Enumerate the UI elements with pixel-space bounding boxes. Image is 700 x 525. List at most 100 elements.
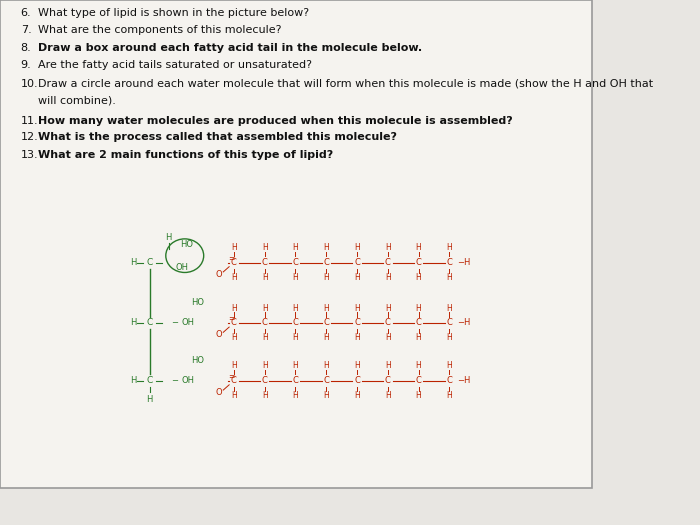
Text: H: H — [130, 376, 136, 385]
Text: H: H — [231, 303, 237, 313]
Text: C: C — [293, 258, 298, 267]
Text: H: H — [323, 303, 329, 313]
Text: H: H — [293, 272, 298, 282]
Text: H: H — [231, 333, 237, 342]
Text: C: C — [293, 376, 298, 385]
Text: C: C — [147, 376, 153, 385]
Text: C: C — [293, 318, 298, 328]
Text: O: O — [216, 387, 223, 397]
Text: H: H — [130, 258, 136, 267]
Text: H: H — [231, 361, 237, 371]
Text: H: H — [262, 243, 267, 253]
Text: C: C — [323, 376, 329, 385]
Text: H: H — [262, 391, 267, 400]
Text: Draw a circle around each water molecule that will form when this molecule is ma: Draw a circle around each water molecule… — [38, 79, 654, 89]
Text: H: H — [166, 233, 172, 242]
Text: O: O — [216, 269, 223, 279]
Text: C: C — [323, 258, 329, 267]
Text: C: C — [147, 258, 153, 267]
Text: H: H — [354, 243, 360, 253]
Text: 8.: 8. — [21, 43, 32, 53]
Text: C: C — [447, 318, 452, 328]
Text: C: C — [385, 318, 391, 328]
Text: C: C — [416, 258, 421, 267]
Text: H: H — [354, 361, 360, 371]
Text: H: H — [354, 391, 360, 400]
Text: H: H — [447, 391, 452, 400]
Text: H: H — [447, 333, 452, 342]
Text: C: C — [231, 258, 237, 267]
Text: OH: OH — [176, 263, 189, 272]
Text: H: H — [293, 303, 298, 313]
Text: H: H — [231, 391, 237, 400]
Text: 13.: 13. — [21, 150, 38, 160]
Text: H: H — [416, 361, 421, 371]
Text: H: H — [323, 272, 329, 282]
Text: H: H — [323, 243, 329, 253]
Text: H: H — [447, 303, 452, 313]
Text: C: C — [262, 258, 267, 267]
Text: C: C — [447, 258, 452, 267]
Text: C: C — [323, 318, 329, 328]
Text: −: − — [172, 318, 178, 328]
Text: H: H — [354, 272, 360, 282]
Text: HO: HO — [190, 356, 204, 365]
Text: H: H — [447, 361, 452, 371]
Text: HO: HO — [190, 298, 204, 308]
Text: What is the process called that assembled this molecule?: What is the process called that assemble… — [38, 132, 398, 142]
Text: HO: HO — [181, 239, 194, 249]
Text: 6.: 6. — [21, 8, 32, 18]
Text: H: H — [385, 333, 391, 342]
Text: =: = — [228, 314, 234, 323]
Text: H: H — [231, 243, 237, 253]
Text: 10.: 10. — [21, 79, 38, 89]
Text: H: H — [323, 361, 329, 371]
Text: H: H — [385, 391, 391, 400]
Text: =: = — [228, 254, 234, 263]
Text: 9.: 9. — [21, 60, 32, 70]
Text: Draw a box around each fatty acid tail in the molecule below.: Draw a box around each fatty acid tail i… — [38, 43, 423, 53]
Text: C: C — [231, 376, 237, 385]
Text: −H: −H — [458, 258, 471, 267]
Text: H: H — [385, 272, 391, 282]
Text: C: C — [231, 318, 237, 328]
Text: H: H — [416, 243, 421, 253]
Text: What type of lipid is shown in the picture below?: What type of lipid is shown in the pictu… — [38, 8, 309, 18]
Text: H: H — [293, 391, 298, 400]
Text: −H: −H — [458, 376, 471, 385]
Text: Are the fatty acid tails saturated or unsaturated?: Are the fatty acid tails saturated or un… — [38, 60, 312, 70]
Text: H: H — [262, 303, 267, 313]
Text: H: H — [323, 391, 329, 400]
Text: H: H — [262, 333, 267, 342]
Text: H: H — [416, 272, 421, 282]
FancyBboxPatch shape — [0, 0, 592, 488]
Text: C: C — [262, 318, 267, 328]
Text: C: C — [385, 376, 391, 385]
Text: H: H — [385, 361, 391, 371]
Text: H: H — [354, 333, 360, 342]
Text: O: O — [216, 330, 223, 339]
Text: C: C — [447, 376, 452, 385]
Text: OH: OH — [181, 376, 194, 385]
Text: −H: −H — [458, 318, 471, 328]
Text: H: H — [416, 333, 421, 342]
Text: H: H — [231, 272, 237, 282]
Text: C: C — [147, 318, 153, 328]
Text: H: H — [262, 361, 267, 371]
Text: H: H — [293, 243, 298, 253]
Text: H: H — [385, 303, 391, 313]
Text: H: H — [323, 333, 329, 342]
Text: C: C — [354, 318, 360, 328]
Text: H: H — [262, 272, 267, 282]
Text: C: C — [385, 258, 391, 267]
Text: What are 2 main functions of this type of lipid?: What are 2 main functions of this type o… — [38, 150, 334, 160]
Text: will combine).: will combine). — [38, 96, 116, 106]
Text: C: C — [354, 376, 360, 385]
Text: H: H — [416, 391, 421, 400]
Text: H: H — [354, 303, 360, 313]
Text: H: H — [130, 318, 136, 328]
Text: C: C — [416, 376, 421, 385]
Text: H: H — [447, 272, 452, 282]
Text: C: C — [416, 318, 421, 328]
Text: −: − — [172, 376, 178, 385]
